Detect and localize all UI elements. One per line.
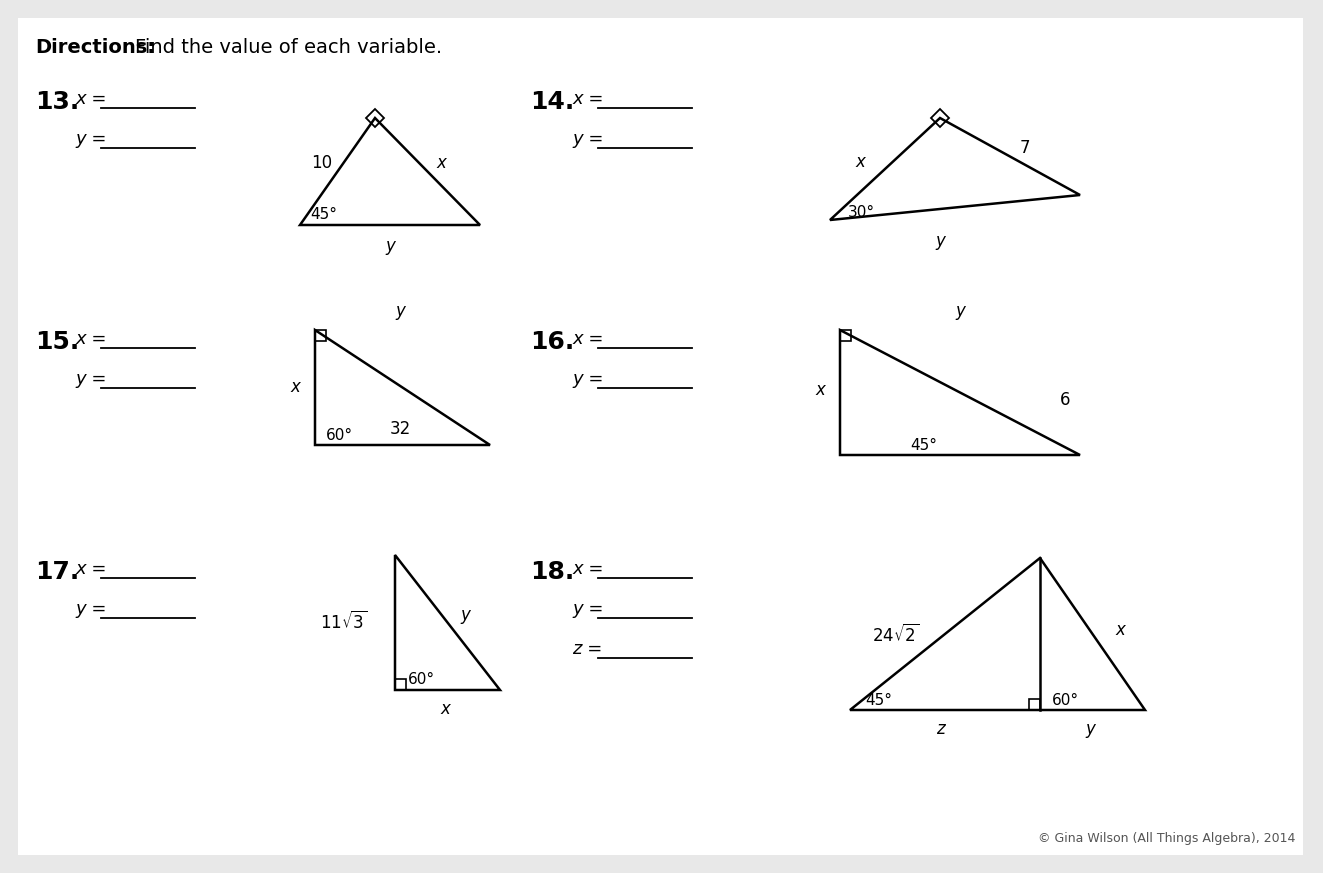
Text: x: x	[441, 700, 450, 718]
Text: x =: x =	[75, 560, 106, 578]
Text: y =: y =	[572, 370, 603, 388]
Text: y: y	[460, 606, 470, 624]
Text: Find the value of each variable.: Find the value of each variable.	[135, 38, 442, 57]
Text: $24\sqrt{2}$: $24\sqrt{2}$	[872, 624, 919, 646]
Text: 30°: 30°	[848, 205, 875, 220]
Text: x: x	[437, 154, 446, 172]
Text: y =: y =	[75, 130, 106, 148]
Text: y: y	[935, 232, 945, 250]
Text: 14.: 14.	[531, 90, 574, 114]
Text: x: x	[815, 381, 826, 399]
Text: x: x	[290, 378, 300, 396]
Text: x: x	[1115, 621, 1125, 639]
Text: Directions:: Directions:	[34, 38, 155, 57]
Text: 32: 32	[389, 420, 410, 438]
Text: x: x	[855, 153, 865, 171]
Text: © Gina Wilson (All Things Algebra), 2014: © Gina Wilson (All Things Algebra), 2014	[1037, 832, 1295, 845]
Text: 45°: 45°	[865, 693, 892, 708]
Text: z =: z =	[572, 640, 602, 658]
Text: x =: x =	[572, 90, 603, 108]
Text: y: y	[396, 302, 405, 320]
Text: y: y	[385, 237, 396, 255]
Text: y: y	[955, 302, 964, 320]
Text: 45°: 45°	[310, 207, 337, 222]
Text: x =: x =	[572, 330, 603, 348]
Text: 17.: 17.	[34, 560, 79, 584]
Text: 15.: 15.	[34, 330, 79, 354]
Text: $11\sqrt{3}$: $11\sqrt{3}$	[320, 611, 368, 633]
Text: x =: x =	[572, 560, 603, 578]
Text: 13.: 13.	[34, 90, 79, 114]
Text: 6: 6	[1060, 391, 1070, 409]
Text: y: y	[1085, 720, 1095, 738]
Text: 18.: 18.	[531, 560, 574, 584]
Text: x =: x =	[75, 330, 106, 348]
Text: y =: y =	[75, 370, 106, 388]
Text: z: z	[935, 720, 945, 738]
Text: y =: y =	[572, 130, 603, 148]
Text: y =: y =	[75, 600, 106, 618]
Text: x =: x =	[75, 90, 106, 108]
Text: 10: 10	[311, 154, 332, 172]
FancyBboxPatch shape	[19, 18, 1303, 855]
Text: 60°: 60°	[325, 428, 353, 443]
Text: 60°: 60°	[407, 672, 435, 687]
Text: 7: 7	[1020, 139, 1031, 157]
Text: y =: y =	[572, 600, 603, 618]
Text: 60°: 60°	[1052, 693, 1080, 708]
Text: 16.: 16.	[531, 330, 574, 354]
Text: 45°: 45°	[910, 438, 937, 453]
